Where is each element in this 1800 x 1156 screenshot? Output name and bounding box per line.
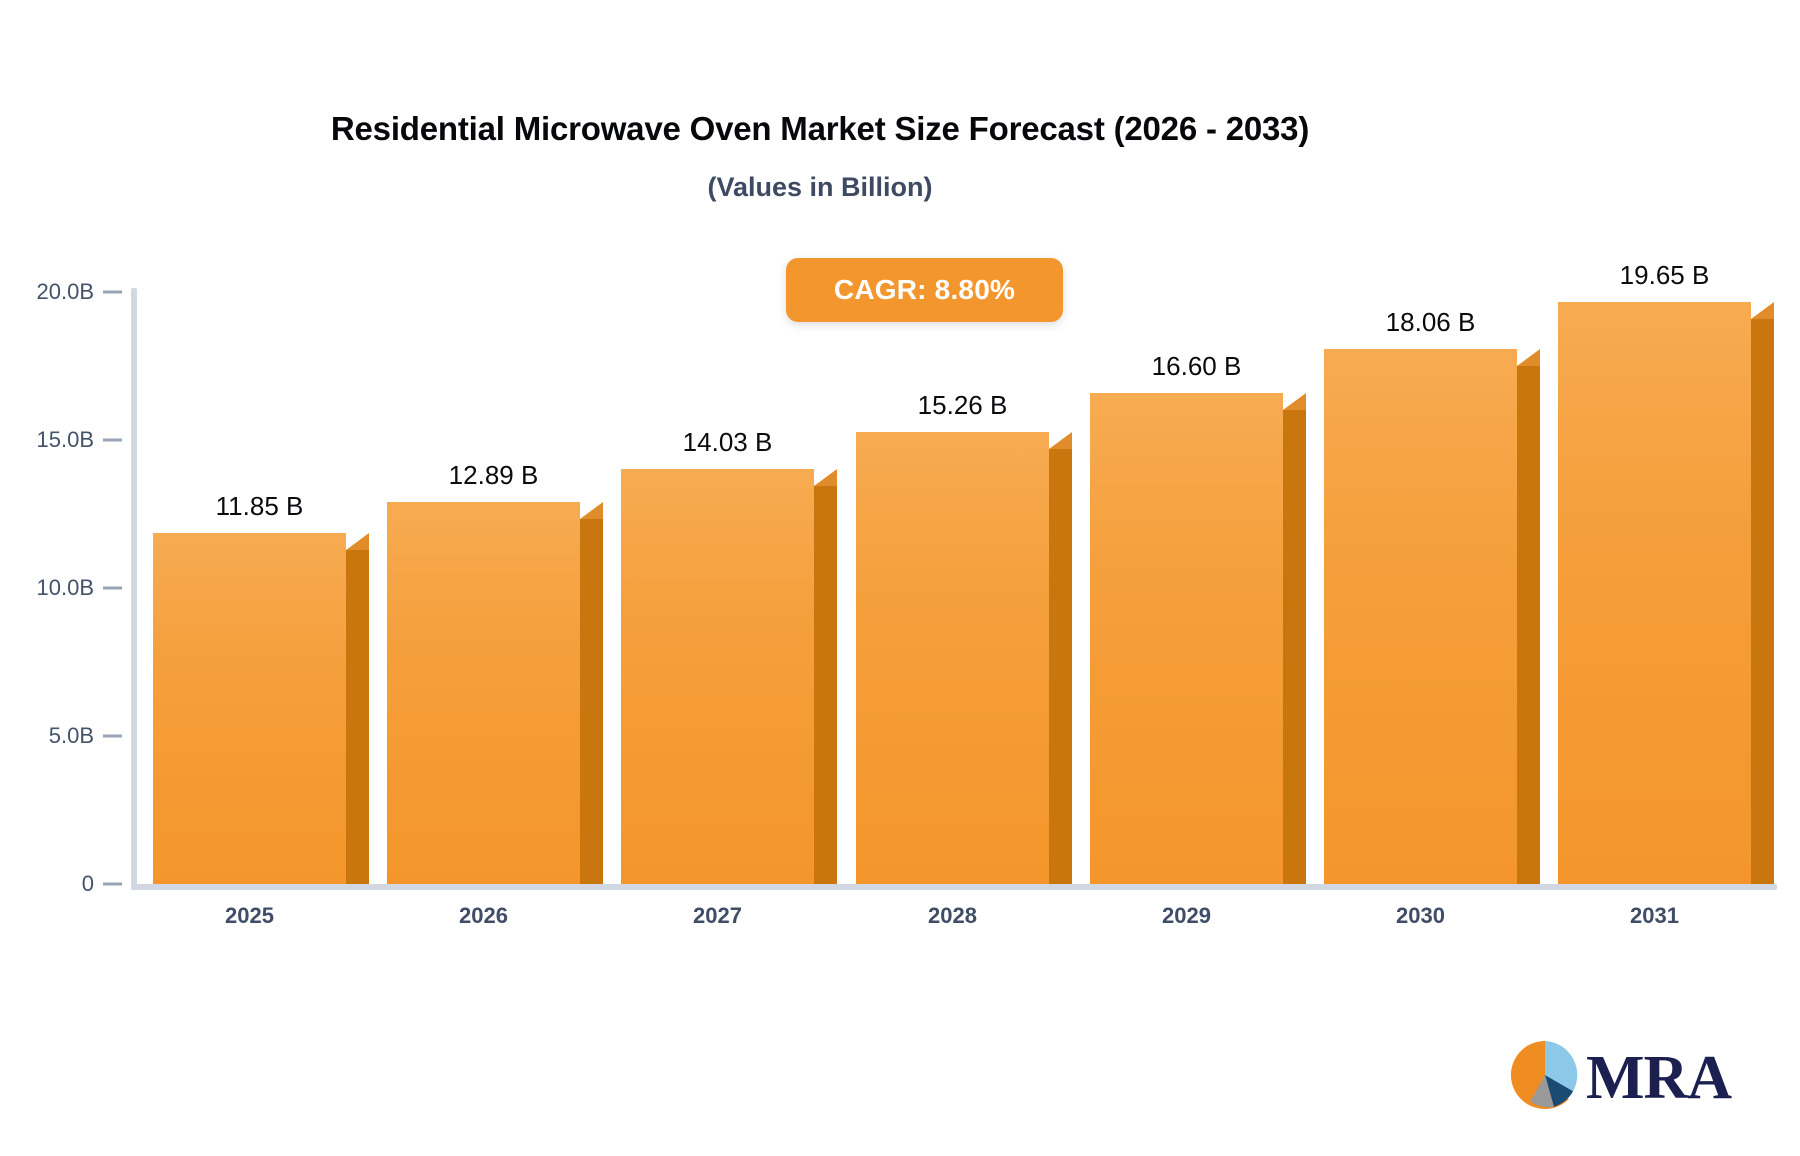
bar-top-bevel	[814, 469, 837, 486]
x-axis-tick-label: 2030	[1396, 903, 1445, 928]
bar-2030	[1324, 349, 1540, 884]
x-axis-tick-label: 2026	[459, 903, 508, 928]
cagr-badge: CAGR: 8.80%	[786, 258, 1063, 322]
bar-top-bevel	[1283, 393, 1306, 410]
bar-front-face	[1558, 302, 1751, 884]
brand-logo: MRA	[1508, 1038, 1732, 1117]
bar-2025	[153, 533, 369, 884]
bar-top-bevel	[1517, 349, 1540, 366]
pie-chart-icon	[1508, 1038, 1582, 1117]
bar-2031	[1558, 302, 1774, 884]
bar-top-bevel	[1049, 432, 1072, 449]
bar-front-face	[856, 432, 1049, 884]
bar-side-face	[1751, 319, 1774, 884]
x-axis-tick-label: 2028	[928, 903, 977, 928]
bar-2026	[387, 502, 603, 884]
y-axis-tick-label: 20.0B	[36, 279, 95, 304]
bar-value-label: 11.85 B	[215, 491, 304, 521]
x-axis-tick-label: 2031	[1630, 903, 1679, 928]
bar-front-face	[1324, 349, 1517, 884]
bar-side-face	[346, 550, 369, 884]
page-title: Residential Microwave Oven Market Size F…	[330, 110, 1310, 147]
bar-top-bevel	[1751, 302, 1774, 319]
bar-side-face	[1517, 366, 1540, 884]
bar-value-label: 19.65 B	[1619, 260, 1710, 290]
y-axis-line	[131, 288, 137, 886]
x-axis-tick-label: 2025	[225, 903, 274, 928]
bar-front-face	[1090, 393, 1283, 884]
brand-wordmark: MRA	[1586, 1043, 1732, 1112]
bar-side-face	[814, 486, 837, 884]
bar-side-face	[1283, 410, 1306, 884]
bar-top-bevel	[580, 502, 603, 519]
chart-subtitle: (Values in Billion)	[707, 172, 933, 202]
bar-2028	[856, 432, 1072, 884]
x-axis-tick-label: 2027	[693, 903, 742, 928]
bar-2029	[1090, 393, 1306, 884]
y-axis-tick-label: 5.0B	[48, 723, 94, 748]
bar-2027	[621, 469, 837, 884]
y-axis-tick-label: 15.0B	[36, 427, 95, 452]
bar-value-label: 15.26 B	[917, 390, 1008, 420]
bar-front-face	[621, 469, 814, 884]
bar-side-face	[1049, 449, 1072, 884]
bar-side-face	[580, 519, 603, 884]
y-axis-tick-mark	[103, 586, 122, 590]
bar-top-bevel	[346, 533, 369, 550]
y-axis-tick-label: 10.0B	[36, 575, 95, 600]
bar-front-face	[387, 502, 580, 884]
bar-value-label: 16.60 B	[1151, 351, 1242, 381]
cagr-badge-label: CAGR: 8.80%	[833, 274, 1016, 305]
y-axis-tick-mark	[103, 882, 122, 886]
y-axis-tick-mark	[103, 438, 122, 442]
x-axis-tick-label: 2029	[1162, 903, 1211, 928]
bar-front-face	[153, 533, 346, 884]
bar-value-label: 12.89 B	[448, 460, 539, 490]
bar-value-label: 14.03 B	[682, 427, 773, 457]
y-axis-tick-mark	[103, 734, 122, 738]
y-axis-tick-label: 0	[81, 871, 94, 896]
x-axis-line	[131, 884, 1777, 890]
bar-value-label: 18.06 B	[1385, 307, 1476, 337]
y-axis-tick-mark	[103, 290, 122, 294]
